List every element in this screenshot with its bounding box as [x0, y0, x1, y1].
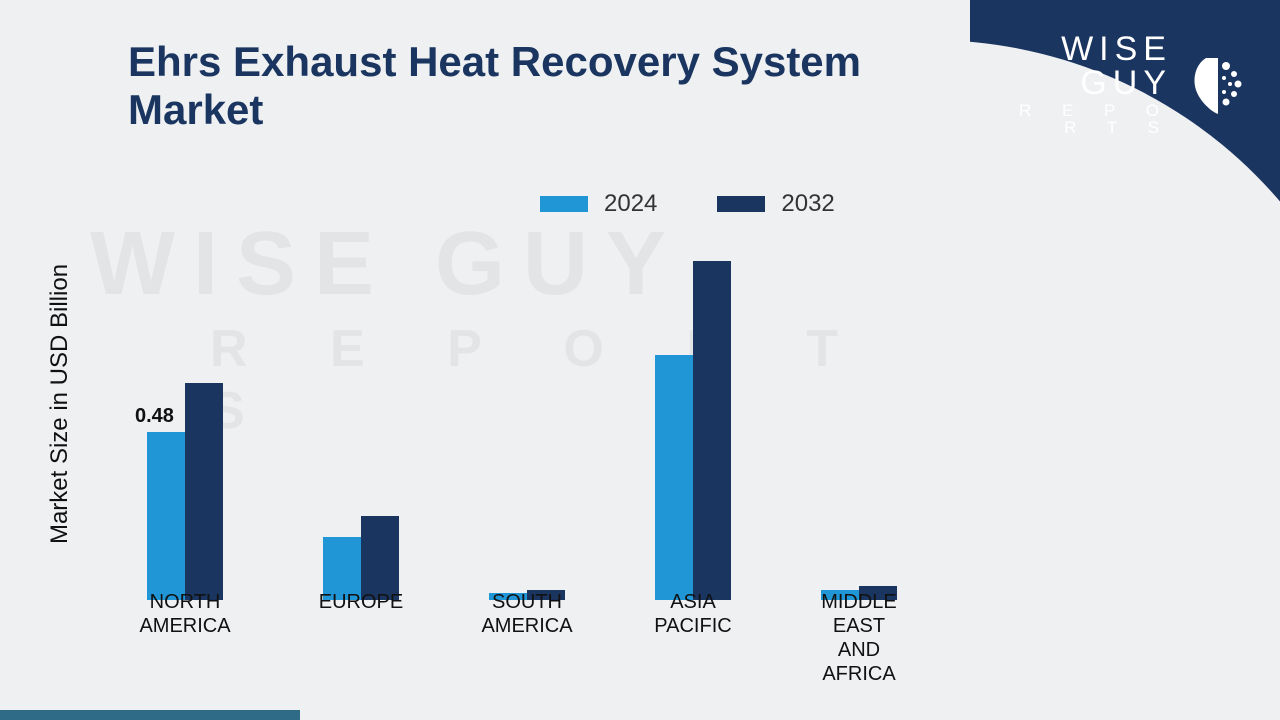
bar [655, 355, 693, 600]
legend: 2024 2032 [540, 190, 835, 218]
legend-swatch-2024 [540, 196, 588, 212]
legend-label-2024: 2024 [604, 190, 657, 218]
plot-area: 0.48 [100, 250, 930, 600]
bottom-accent [0, 710, 300, 720]
category-label: SOUTH AMERICA [462, 590, 592, 638]
bar-group [296, 516, 426, 600]
chart-title: Ehrs Exhaust Heat Recovery System Market [128, 38, 868, 135]
bar [361, 516, 399, 600]
category-label: ASIA PACIFIC [628, 590, 758, 638]
category-label: NORTH AMERICA [120, 590, 250, 638]
bar [147, 432, 185, 600]
bar [185, 383, 223, 600]
legend-swatch-2032 [717, 196, 765, 212]
brand-main: WISE GUY [990, 32, 1172, 100]
brand-sub: R E P O R T S [990, 102, 1172, 136]
legend-label-2032: 2032 [781, 190, 834, 218]
bar-value-label: 0.48 [135, 405, 174, 428]
legend-item-2024: 2024 [540, 190, 657, 218]
y-axis-label: Market Size in USD Billion [46, 214, 74, 594]
bar-group [628, 261, 758, 601]
category-label: MIDDLE EAST AND AFRICA [794, 590, 924, 686]
brand-logo: WISE GUY R E P O R T S [990, 32, 1250, 136]
bar [693, 261, 731, 601]
chart-area: 0.48 [100, 230, 930, 600]
bar-group: 0.48 [120, 383, 250, 600]
category-label: EUROPE [296, 590, 426, 614]
legend-item-2032: 2032 [717, 190, 834, 218]
brand-head-icon [1186, 52, 1250, 116]
